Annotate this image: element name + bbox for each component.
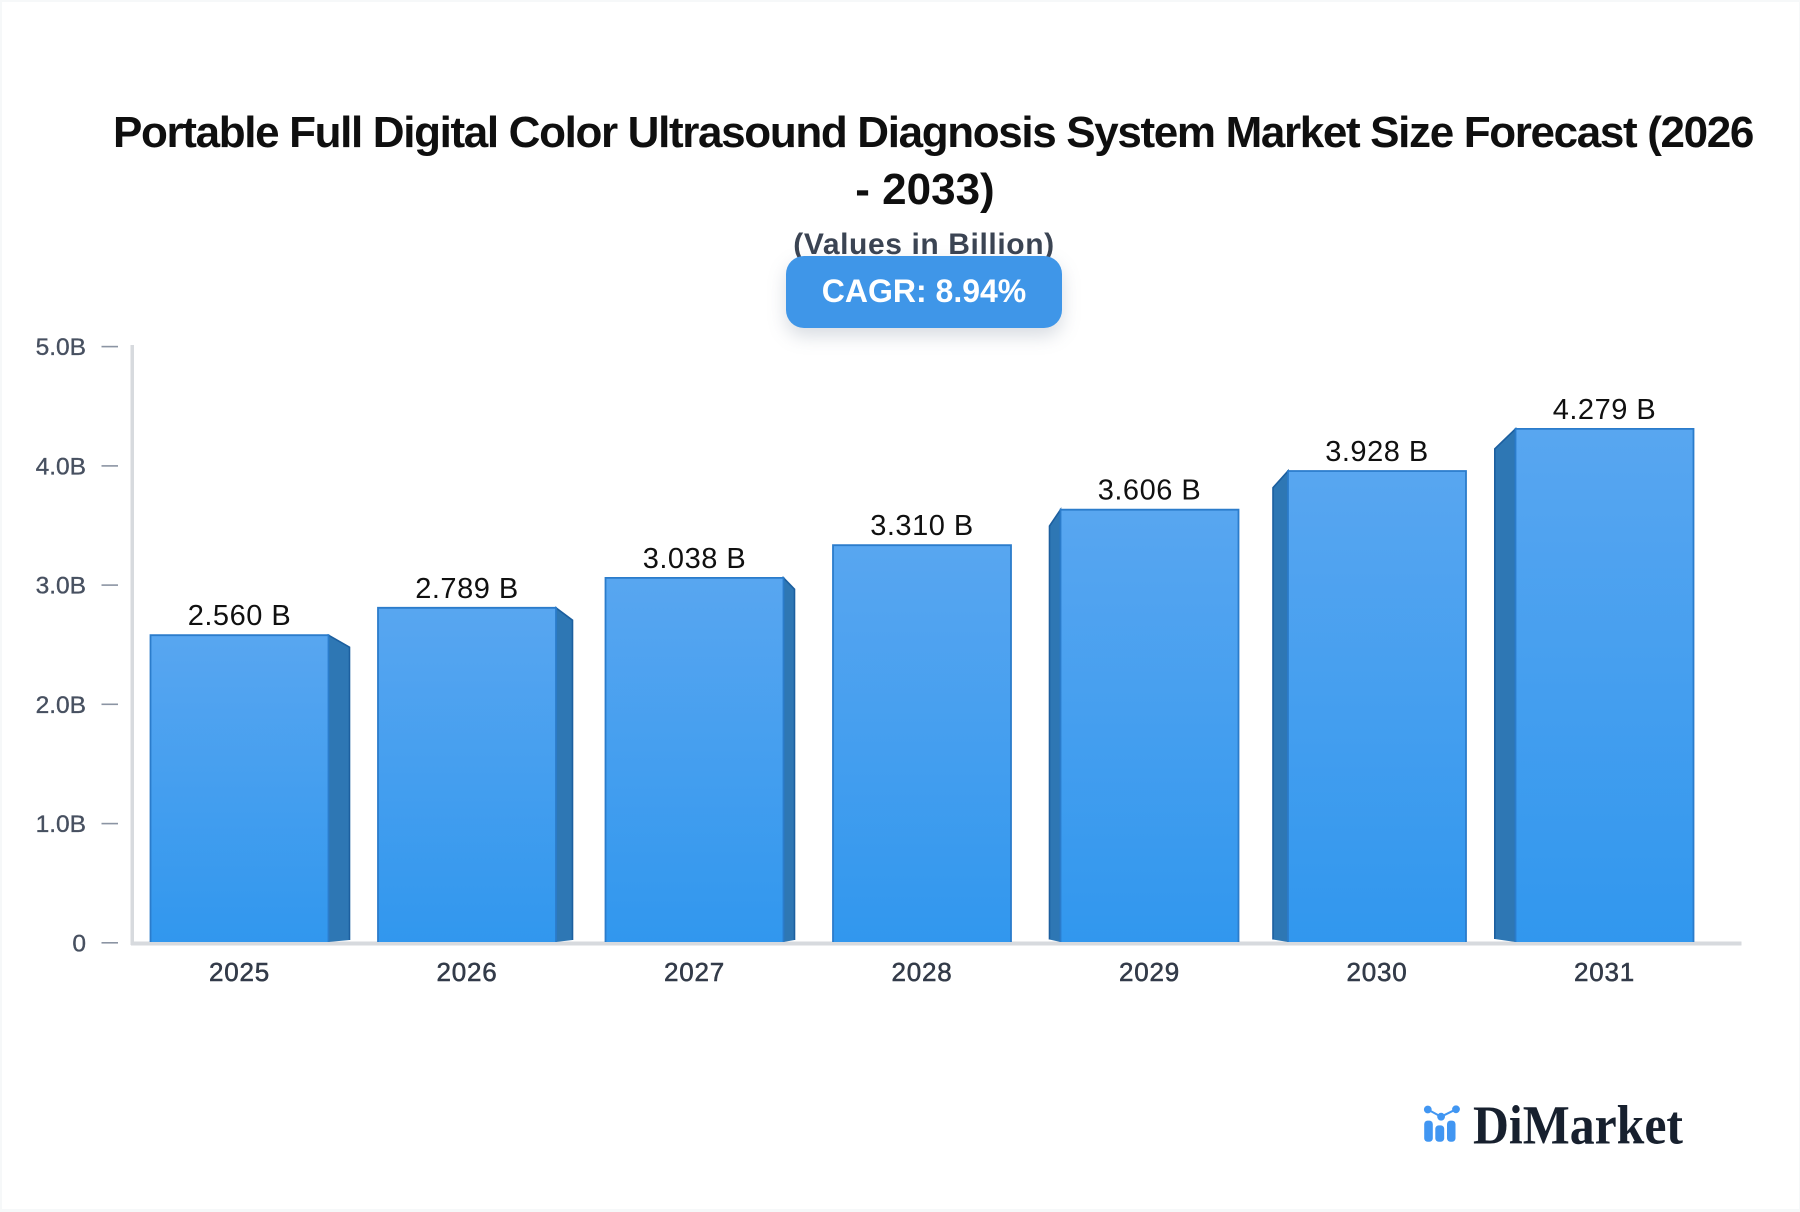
svg-text:3.928 B: 3.928 B — [1325, 436, 1428, 468]
svg-text:3.310 B: 3.310 B — [870, 510, 973, 542]
svg-text:4.279 B: 4.279 B — [1553, 394, 1656, 426]
svg-text:0: 0 — [72, 930, 86, 957]
svg-text:2031: 2031 — [1574, 957, 1635, 987]
svg-text:2027: 2027 — [664, 957, 725, 987]
svg-text:2029: 2029 — [1119, 957, 1180, 987]
svg-text:2.560 B: 2.560 B — [188, 600, 291, 632]
svg-text:3.0B: 3.0B — [36, 573, 86, 600]
svg-text:3.606 B: 3.606 B — [1098, 475, 1201, 507]
svg-text:5.0B: 5.0B — [36, 334, 86, 361]
svg-text:2.0B: 2.0B — [36, 692, 86, 719]
svg-text:2028: 2028 — [891, 957, 952, 987]
svg-text:2026: 2026 — [436, 957, 497, 987]
svg-text:2030: 2030 — [1346, 957, 1407, 987]
svg-text:2025: 2025 — [209, 957, 270, 987]
svg-text:4.0B: 4.0B — [36, 453, 86, 480]
svg-text:1.0B: 1.0B — [36, 811, 86, 838]
svg-text:2.789 B: 2.789 B — [415, 573, 518, 605]
svg-text:3.038 B: 3.038 B — [643, 543, 746, 575]
svg-text:DiMarket: DiMarket — [1473, 1095, 1684, 1156]
